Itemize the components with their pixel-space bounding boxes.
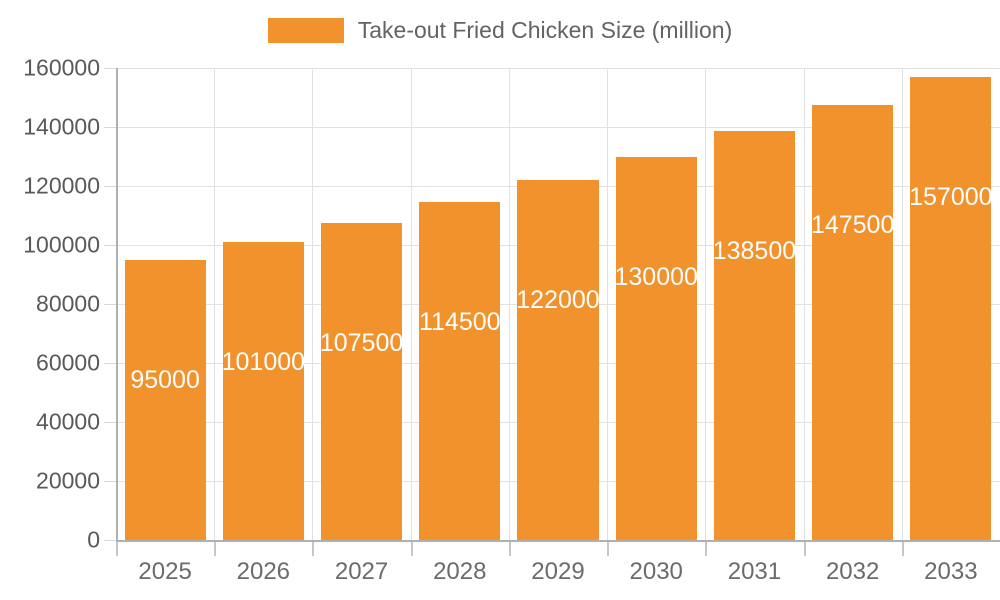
gridline-vertical bbox=[214, 68, 215, 540]
gridline-horizontal bbox=[116, 127, 1000, 128]
y-axis-tick-label: 120000 bbox=[23, 172, 100, 199]
bar[interactable]: 138500 bbox=[713, 131, 795, 540]
y-axis-line bbox=[116, 68, 118, 540]
gridline-vertical bbox=[509, 68, 510, 540]
gridline-horizontal bbox=[116, 68, 1000, 69]
y-axis-tick bbox=[104, 245, 116, 246]
bar[interactable]: 107500 bbox=[321, 222, 403, 540]
bar[interactable]: 122000 bbox=[517, 180, 599, 540]
bar-value-label: 122000 bbox=[517, 286, 599, 315]
gridline-vertical bbox=[411, 68, 412, 540]
x-axis-tick bbox=[607, 542, 609, 556]
y-axis-tick bbox=[104, 186, 116, 187]
x-axis-category-label: 2032 bbox=[825, 558, 880, 585]
x-axis-tick bbox=[411, 542, 413, 556]
bar[interactable]: 157000 bbox=[910, 76, 992, 540]
x-axis-line bbox=[116, 540, 1000, 542]
y-axis-tick-label: 100000 bbox=[23, 231, 100, 258]
x-axis-category-label: 2031 bbox=[727, 558, 782, 585]
bar-value-label: 130000 bbox=[615, 262, 697, 291]
y-axis-tick bbox=[104, 304, 116, 305]
plot-area: 95000 101000 107500 114500 122000 130000 13850… bbox=[116, 68, 1000, 541]
x-axis-category-label: 2028 bbox=[433, 558, 487, 585]
y-axis-tick-label: 140000 bbox=[23, 113, 100, 140]
x-axis-category-label: 2026 bbox=[236, 558, 291, 585]
gridline-vertical bbox=[312, 68, 313, 540]
x-axis-tick bbox=[509, 542, 511, 556]
y-axis-tick bbox=[104, 481, 116, 482]
y-axis-tick bbox=[104, 422, 116, 423]
bar[interactable]: 101000 bbox=[222, 242, 304, 540]
gridline-vertical bbox=[804, 68, 805, 540]
legend-color-swatch bbox=[267, 17, 344, 43]
x-axis-category-label: 2027 bbox=[334, 558, 389, 585]
y-axis-tick bbox=[104, 68, 116, 69]
bar[interactable]: 147500 bbox=[812, 104, 894, 540]
y-axis-tick bbox=[104, 540, 116, 541]
bar-value-label: 157000 bbox=[910, 182, 992, 211]
bar-value-label: 101000 bbox=[222, 348, 304, 377]
x-axis-category-label: 2025 bbox=[138, 558, 192, 585]
x-axis-tick bbox=[312, 542, 314, 556]
gridline-vertical bbox=[607, 68, 608, 540]
y-axis-tick bbox=[104, 127, 116, 128]
chart-legend: Take-out Fried Chicken Size (million) bbox=[0, 10, 1000, 50]
x-axis-category-label: 2030 bbox=[629, 558, 683, 585]
bar[interactable]: 130000 bbox=[615, 156, 697, 540]
x-axis-category-label: 2033 bbox=[924, 558, 978, 585]
bar-value-label: 147500 bbox=[812, 210, 894, 239]
bar[interactable]: 114500 bbox=[419, 202, 501, 540]
bar-value-label: 95000 bbox=[130, 365, 200, 394]
bar-value-label: 114500 bbox=[419, 308, 501, 337]
x-axis-tick bbox=[902, 542, 904, 556]
y-axis-tick-label: 80000 bbox=[36, 290, 100, 317]
y-axis-tick-labels: 0 20000 40000 60000 80000 100000 120000 140000 1… bbox=[0, 0, 100, 600]
x-axis-tick bbox=[214, 542, 216, 556]
x-axis-tick bbox=[116, 542, 118, 556]
x-axis-tick bbox=[705, 542, 707, 556]
x-axis-tick bbox=[804, 542, 806, 556]
y-axis-tick bbox=[104, 363, 116, 364]
legend-label: Take-out Fried Chicken Size (million) bbox=[357, 16, 733, 43]
bar-value-label: 138500 bbox=[713, 237, 795, 266]
bar[interactable]: 95000 bbox=[124, 259, 206, 540]
y-axis-tick-label: 40000 bbox=[36, 408, 100, 435]
y-axis-tick-label: 160000 bbox=[23, 54, 100, 81]
gridline-vertical bbox=[902, 68, 903, 540]
gridline-vertical bbox=[705, 68, 706, 540]
bar-value-label: 107500 bbox=[321, 328, 403, 357]
x-axis-category-label: 2029 bbox=[531, 558, 585, 585]
y-axis-tick-label: 60000 bbox=[36, 349, 100, 376]
y-axis-tick-label: 0 bbox=[87, 526, 100, 553]
y-axis-tick-label: 20000 bbox=[36, 467, 100, 494]
